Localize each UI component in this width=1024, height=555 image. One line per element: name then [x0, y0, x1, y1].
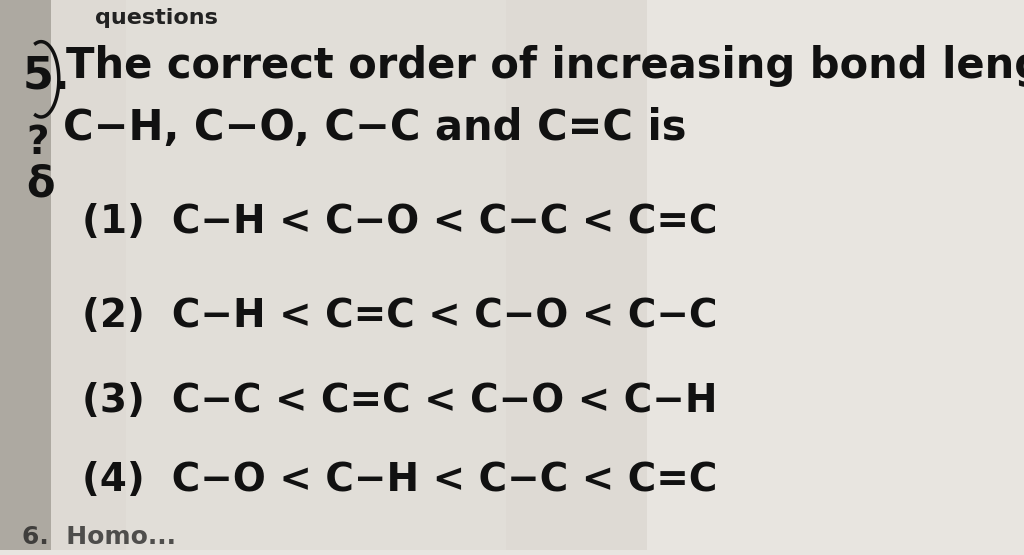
- Text: C−H, C−O, C−C and C=C is: C−H, C−O, C−C and C=C is: [63, 107, 687, 149]
- Bar: [0, 0, 50, 550]
- Text: ?: ?: [27, 124, 49, 162]
- Text: The correct order of increasing bond length of: The correct order of increasing bond len…: [67, 44, 1024, 87]
- Text: (1)  C−H < C−O < C−C < C=C: (1) C−H < C−O < C−C < C=C: [82, 203, 718, 241]
- Bar: [126, 0, 506, 550]
- Text: 6.  Homo...: 6. Homo...: [23, 526, 176, 549]
- Text: (2)  C−H < C=C < C−O < C−C: (2) C−H < C=C < C−O < C−C: [82, 297, 718, 335]
- Text: (4)  C−O < C−H < C−C < C=C: (4) C−O < C−H < C−C < C=C: [82, 461, 718, 499]
- Text: 5.: 5.: [23, 54, 70, 98]
- Text: questions: questions: [95, 8, 218, 28]
- Text: (3)  C−C < C=C < C−O < C−H: (3) C−C < C=C < C−O < C−H: [82, 382, 718, 420]
- Text: δ: δ: [27, 164, 55, 205]
